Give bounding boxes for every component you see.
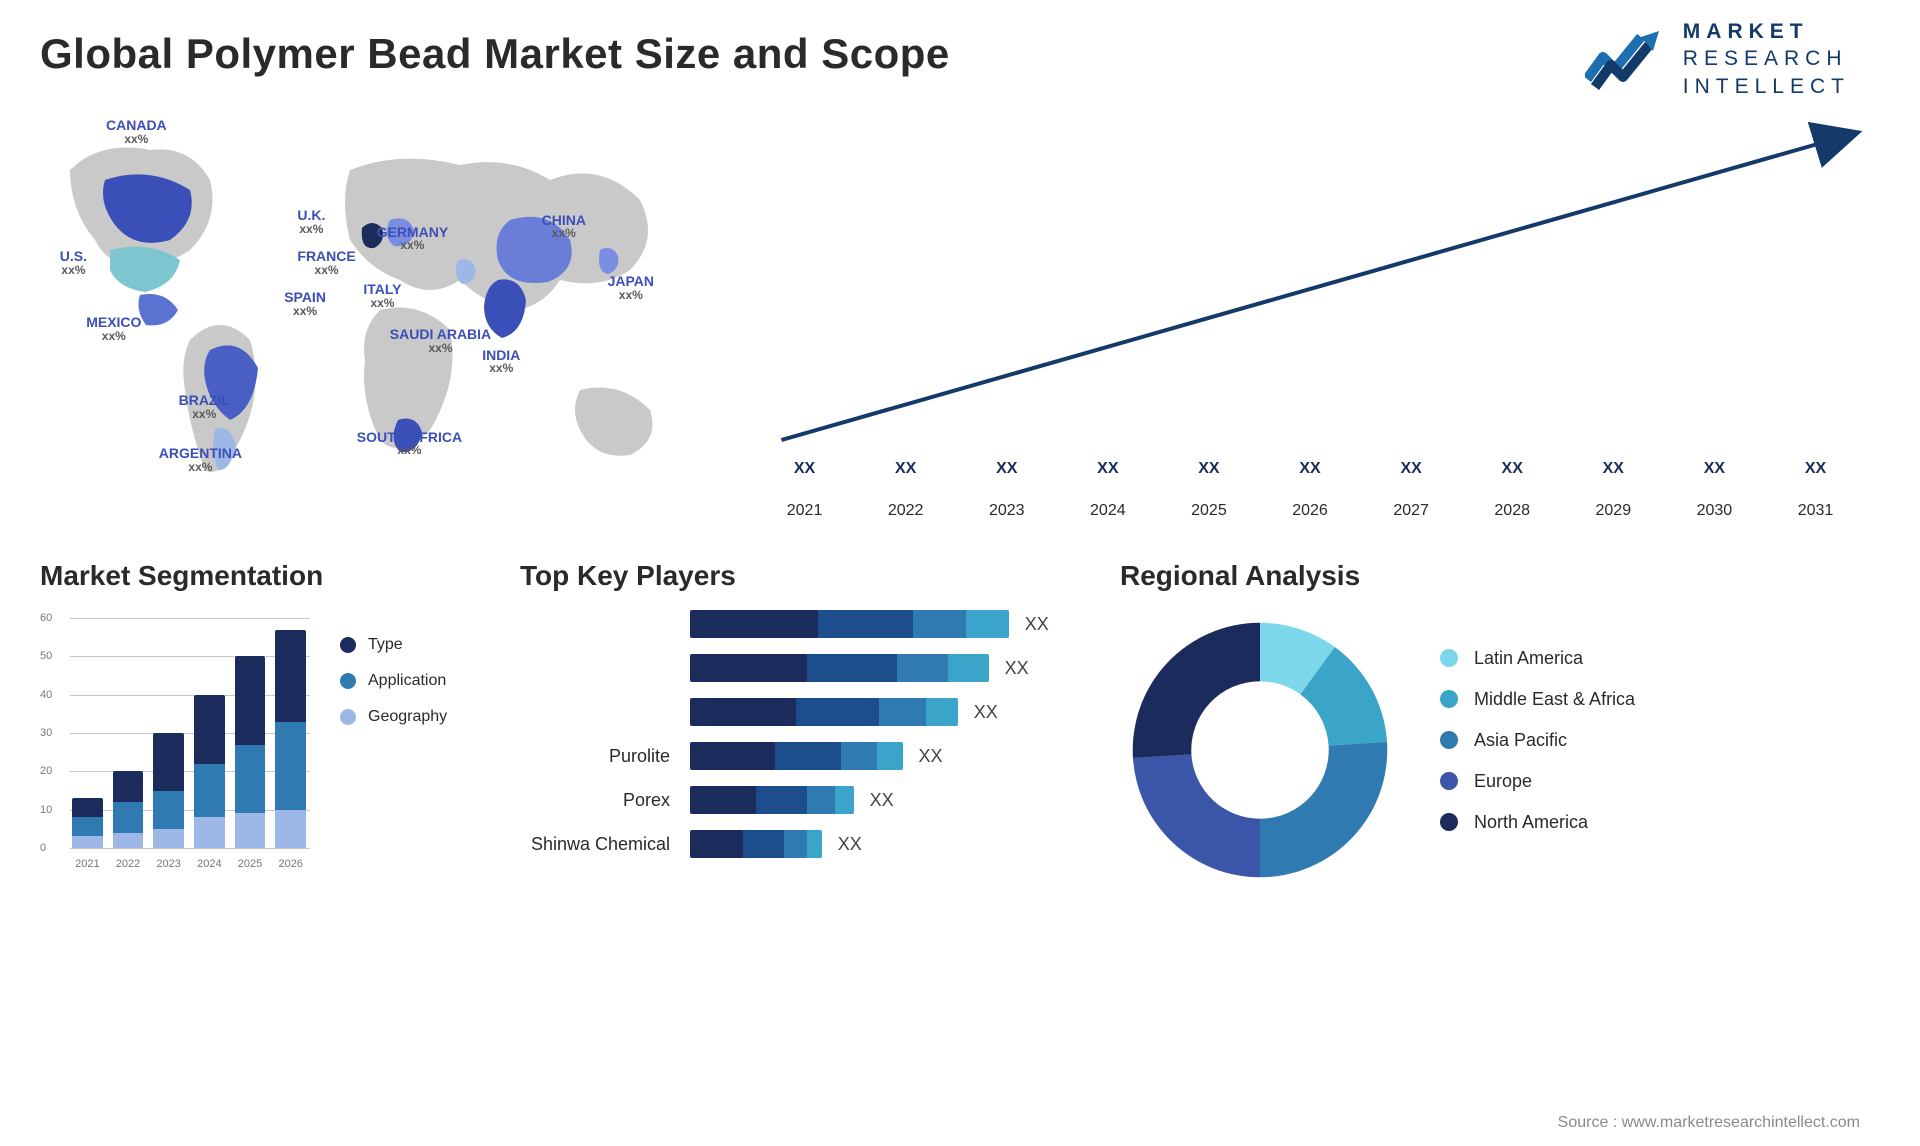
region-legend-north-america: North America bbox=[1440, 812, 1635, 833]
source-attribution: Source : www.marketresearchintellect.com bbox=[1558, 1114, 1860, 1132]
seg-legend-application: Application bbox=[340, 672, 447, 690]
key-players-panel: Top Key Players Purolite Porex Shinwa Chem… bbox=[520, 560, 1080, 900]
player-row: XX bbox=[690, 742, 1080, 770]
map-label-germany: GERMANYxx% bbox=[377, 225, 449, 252]
map-label-france: FRANCExx% bbox=[297, 249, 355, 276]
world-map: CANADAxx% U.S.xx% MEXICOxx% BRAZILxx% ARGENT… bbox=[40, 110, 700, 520]
map-label-brazil: BRAZILxx% bbox=[179, 393, 230, 420]
bar-value-label: XX bbox=[1704, 460, 1725, 478]
market-bar-2027: XX bbox=[1367, 460, 1456, 484]
bar-value-label: XX bbox=[1502, 460, 1523, 478]
bar-value-label: XX bbox=[1299, 460, 1320, 478]
region-legend-latin-america: Latin America bbox=[1440, 648, 1635, 669]
bar-value-label: XX bbox=[1097, 460, 1118, 478]
logo-line3: INTELLECT bbox=[1683, 73, 1850, 100]
market-bar-2021: XX bbox=[760, 460, 849, 484]
segmentation-chart: 0102030405060202120222023202420252026 bbox=[40, 610, 310, 870]
map-label-italy: ITALYxx% bbox=[363, 282, 401, 309]
player-name: Shinwa Chemical bbox=[520, 830, 670, 858]
seg-bar-2023 bbox=[153, 733, 184, 848]
market-bar-2029: XX bbox=[1569, 460, 1658, 484]
market-bar-2023: XX bbox=[962, 460, 1051, 484]
regional-title: Regional Analysis bbox=[1120, 560, 1880, 592]
seg-bar-2025 bbox=[235, 656, 266, 848]
key-players-names: Purolite Porex Shinwa Chemical bbox=[520, 610, 670, 864]
player-name: Porex bbox=[520, 786, 670, 814]
bar-value-label: XX bbox=[794, 460, 815, 478]
segmentation-legend: Type Application Geography bbox=[340, 636, 447, 744]
donut-slice-north-america bbox=[1133, 623, 1260, 758]
bar-value-label: XX bbox=[895, 460, 916, 478]
bar-year-label: 2029 bbox=[1569, 502, 1658, 520]
market-bar-2030: XX bbox=[1670, 460, 1759, 484]
map-label-japan: JAPANxx% bbox=[608, 274, 654, 301]
bar-year-label: 2023 bbox=[962, 502, 1051, 520]
logo-mark-icon bbox=[1585, 27, 1665, 91]
bar-value-label: XX bbox=[1805, 460, 1826, 478]
bar-value-label: XX bbox=[1603, 460, 1624, 478]
market-size-bar-chart: XX XX XX XX XX XX XX XX XX XX XX 2021 2022 2023 2024 2… bbox=[740, 110, 1880, 520]
segmentation-title: Market Segmentation bbox=[40, 560, 480, 592]
market-bar-2031: XX bbox=[1771, 460, 1860, 484]
donut-slice-europe bbox=[1133, 754, 1260, 877]
player-row: XX bbox=[690, 610, 1080, 638]
player-row: XX bbox=[690, 698, 1080, 726]
player-name: Purolite bbox=[520, 742, 670, 770]
player-row: XX bbox=[690, 830, 1080, 858]
player-name bbox=[520, 654, 670, 682]
seg-bar-2021 bbox=[72, 798, 103, 848]
key-players-title: Top Key Players bbox=[520, 560, 1080, 592]
seg-bar-2024 bbox=[194, 695, 225, 848]
map-label-spain: SPAINxx% bbox=[284, 290, 326, 317]
donut-slice-asia-pacific bbox=[1260, 742, 1387, 877]
region-legend-asia-pacific: Asia Pacific bbox=[1440, 730, 1635, 751]
seg-bar-2026 bbox=[275, 630, 306, 849]
regional-donut-chart bbox=[1120, 610, 1400, 890]
player-name bbox=[520, 698, 670, 726]
market-bar-2024: XX bbox=[1063, 460, 1152, 484]
region-legend-middle-east---africa: Middle East & Africa bbox=[1440, 689, 1635, 710]
region-legend-europe: Europe bbox=[1440, 771, 1635, 792]
bar-year-label: 2022 bbox=[861, 502, 950, 520]
player-name bbox=[520, 610, 670, 638]
market-bar-2025: XX bbox=[1164, 460, 1253, 484]
logo-line1: MARKET bbox=[1683, 18, 1850, 45]
player-row: XX bbox=[690, 786, 1080, 814]
logo-line2: RESEARCH bbox=[1683, 45, 1850, 72]
seg-legend-geography: Geography bbox=[340, 708, 447, 726]
map-label-southafrica: SOUTH AFRICAxx% bbox=[357, 430, 462, 457]
brand-logo: MARKET RESEARCH INTELLECT bbox=[1585, 18, 1850, 100]
market-bar-2026: XX bbox=[1265, 460, 1354, 484]
regional-legend: Latin America Middle East & Africa Asia Pa… bbox=[1440, 648, 1635, 853]
map-label-mexico: MEXICOxx% bbox=[86, 315, 141, 342]
map-label-uk: U.K.xx% bbox=[297, 208, 325, 235]
bar-year-label: 2024 bbox=[1063, 502, 1152, 520]
map-label-argentina: ARGENTINAxx% bbox=[159, 446, 242, 473]
map-label-india: INDIAxx% bbox=[482, 348, 520, 375]
seg-bar-2022 bbox=[113, 771, 144, 848]
regional-panel: Regional Analysis Latin America Middle Ea… bbox=[1120, 560, 1880, 900]
market-bar-2028: XX bbox=[1468, 460, 1557, 484]
bar-year-label: 2031 bbox=[1771, 502, 1860, 520]
market-bar-2022: XX bbox=[861, 460, 950, 484]
key-players-bars: XX XX XX XX XX XX bbox=[690, 610, 1080, 864]
bar-year-label: 2030 bbox=[1670, 502, 1759, 520]
player-row: XX bbox=[690, 654, 1080, 682]
map-label-canada: CANADAxx% bbox=[106, 118, 167, 145]
map-label-china: CHINAxx% bbox=[542, 213, 586, 240]
bar-value-label: XX bbox=[996, 460, 1017, 478]
bar-year-label: 2021 bbox=[760, 502, 849, 520]
bar-year-label: 2027 bbox=[1367, 502, 1456, 520]
seg-legend-type: Type bbox=[340, 636, 447, 654]
map-label-saudiarabia: SAUDI ARABIAxx% bbox=[390, 327, 491, 354]
bar-year-label: 2028 bbox=[1468, 502, 1557, 520]
bar-year-label: 2025 bbox=[1164, 502, 1253, 520]
segmentation-panel: Market Segmentation 01020304050602021202… bbox=[40, 560, 480, 900]
bar-value-label: XX bbox=[1400, 460, 1421, 478]
map-label-us: U.S.xx% bbox=[60, 249, 87, 276]
bar-year-label: 2026 bbox=[1265, 502, 1354, 520]
bar-value-label: XX bbox=[1198, 460, 1219, 478]
